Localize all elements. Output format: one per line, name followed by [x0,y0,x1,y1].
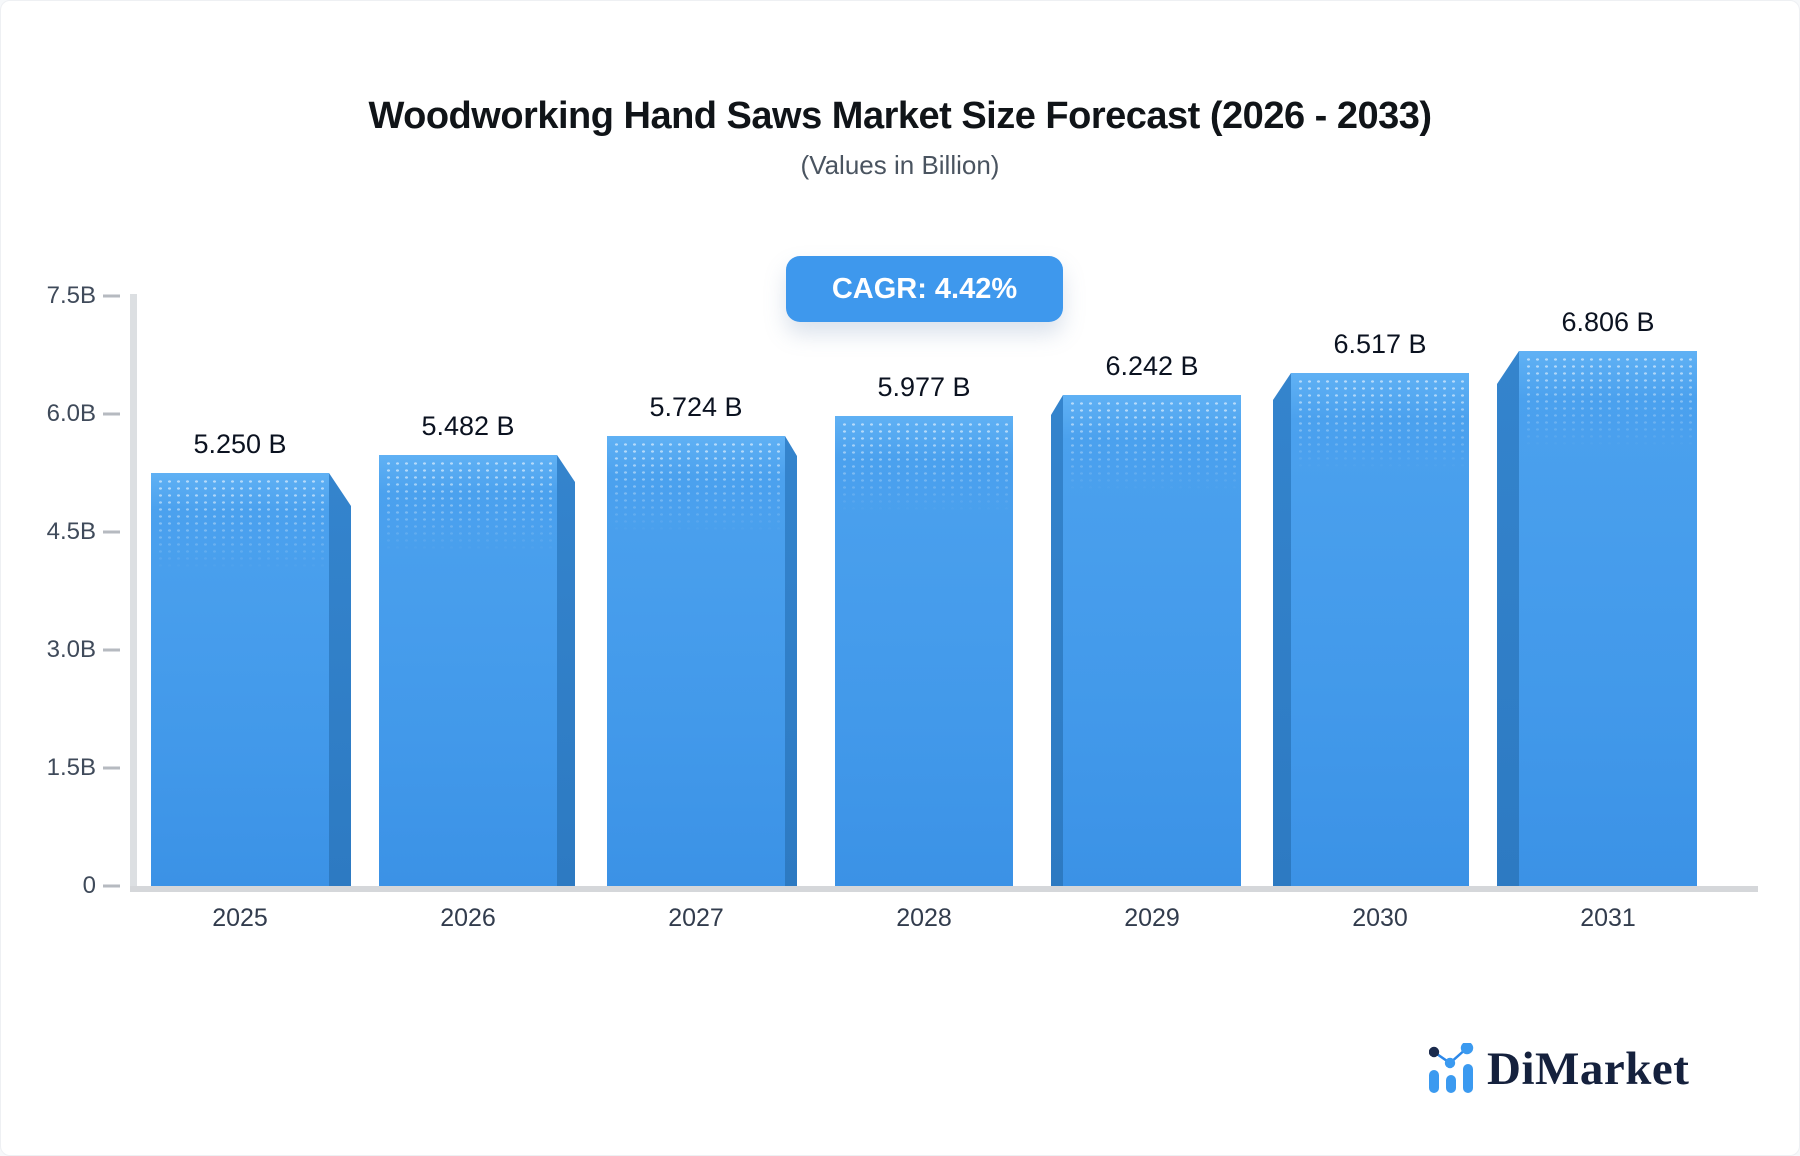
x-tick-label: 2025 [212,904,268,932]
bar [1063,395,1241,886]
bar-texture [1524,356,1692,448]
y-tick-label: 7.5B [46,282,96,309]
x-tick-label: 2027 [668,904,724,932]
brand-logo-text: DiMarket [1487,1043,1690,1095]
bar-value-label: 6.806 B [1561,307,1655,337]
bar-texture [384,460,552,552]
bar-texture [840,421,1008,513]
x-tick-label: 2031 [1580,904,1636,932]
y-tick-label: 3.0B [46,636,96,663]
y-tick-dash [103,766,120,770]
cagr-badge: CAGR: 4.42% [786,256,1063,322]
bar-texture [156,478,324,570]
bar-value-label: 5.977 B [877,372,971,402]
bar [379,455,557,886]
y-tick-label: 4.5B [46,518,96,545]
y-axis-line [130,294,137,886]
brand-logo: DiMarket [1428,1041,1690,1095]
bar-value-label: 5.250 B [193,429,287,459]
y-tick-label: 0 [82,872,96,899]
bar-side-face [329,473,351,886]
bar [151,473,329,886]
bar-value-label: 6.517 B [1333,329,1427,359]
mini-bar-line-chart-icon [1428,1041,1475,1093]
x-tick-label: 2030 [1352,904,1408,932]
bar-texture [612,441,780,533]
x-tick-label: 2026 [440,904,496,932]
x-axis-line [130,886,1758,892]
x-tick-label: 2029 [1124,904,1180,932]
bar-texture [1296,378,1464,470]
bar-side-face [1497,351,1519,886]
x-tick-label: 2028 [896,904,952,932]
bar-value-label: 5.482 B [421,411,515,441]
bar-side-face [1273,373,1291,886]
y-tick-dash [103,412,120,416]
chart-title: Woodworking Hand Saws Market Size Foreca… [368,95,1432,137]
y-tick-dash [103,884,120,888]
y-tick-dash [103,648,120,652]
bar-side-face [785,436,797,886]
bar-value-label: 6.242 B [1105,351,1199,381]
bar-side-face [1051,395,1063,886]
bar-side-face [557,455,575,886]
y-tick-label: 1.5B [46,754,96,781]
bar [1519,351,1697,886]
bar [607,436,785,886]
bar [835,416,1013,886]
bar [1291,373,1469,886]
y-tick-dash [103,294,120,298]
y-tick-label: 6.0B [46,400,96,427]
bar-value-label: 5.724 B [649,392,743,422]
y-tick-dash [103,530,120,534]
chart-subtitle: (Values in Billion) [800,150,1000,180]
bar-texture [1068,400,1236,492]
